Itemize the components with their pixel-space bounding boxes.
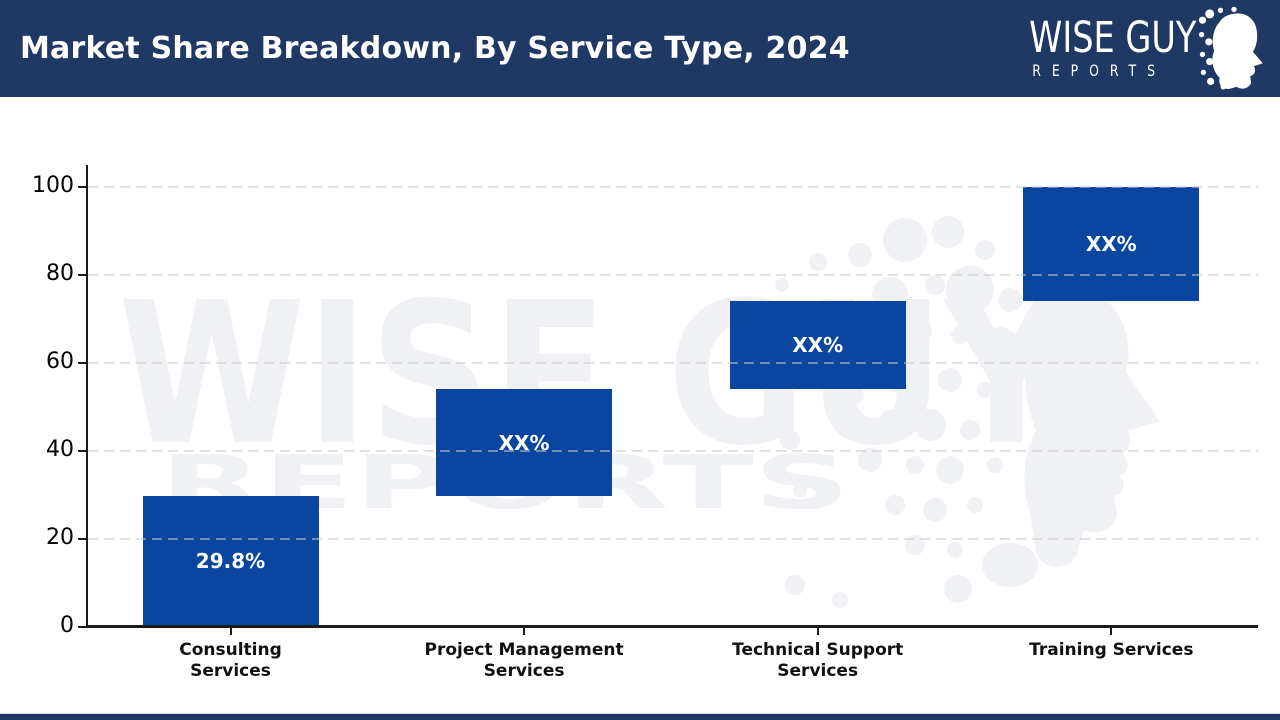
- y-tick-label: 60: [46, 349, 74, 374]
- x-category-label-line: Training Services: [1029, 640, 1194, 660]
- x-axis-line: [87, 625, 1258, 628]
- y-tick-label: 80: [46, 261, 74, 286]
- bar-value-label: 29.8%: [195, 549, 266, 574]
- y-tick-mark: [78, 626, 86, 628]
- x-category-label: Consulting Services: [91, 640, 371, 682]
- y-tick-mark: [78, 538, 86, 540]
- x-tick-mark: [523, 627, 526, 635]
- x-category-label-line: Services: [483, 661, 565, 681]
- y-axis-line: [86, 165, 88, 628]
- bar-value-label: XX%: [1085, 232, 1137, 257]
- logo-face-icon: [1198, 7, 1263, 90]
- y-tick-mark: [78, 274, 86, 276]
- logo-subtext: REPORTS: [1031, 61, 1166, 80]
- y-tick-label: 100: [32, 173, 74, 198]
- y-tick-mark: [78, 186, 86, 188]
- bar-value-label: XX%: [792, 333, 844, 358]
- x-tick-mark: [229, 627, 232, 635]
- gridline: [88, 274, 1258, 276]
- y-tick-label: 0: [60, 613, 74, 638]
- x-category-label-line: Consulting: [179, 640, 282, 660]
- x-tick-mark: [816, 627, 819, 635]
- x-category-label: Training Services: [971, 640, 1251, 661]
- y-tick-label: 40: [46, 437, 74, 462]
- chart-title: Market Share Breakdown, By Service Type,…: [20, 31, 850, 66]
- x-category-label-line: Technical Support: [732, 640, 904, 660]
- x-category-label-line: Services: [190, 661, 271, 681]
- y-tick-label: 20: [46, 525, 74, 550]
- logo-wordmark: WISE GUY: [1028, 13, 1196, 63]
- bar-segment: XX%: [436, 389, 613, 496]
- brand-logo-text: WISE GUY REPORTS: [1028, 13, 1196, 81]
- chart-area: WISE GUY REPORTS: [0, 97, 1280, 714]
- gridline: [88, 186, 1258, 188]
- y-tick-mark: [78, 362, 86, 364]
- bar-segment: XX%: [1023, 187, 1200, 302]
- y-tick-mark: [78, 450, 86, 452]
- x-category-label-line: Services: [777, 661, 859, 681]
- watermark-face-profile: [1024, 290, 1160, 567]
- footer-bar: [0, 713, 1280, 720]
- gridline: [88, 450, 1258, 452]
- brand-logo: WISE GUY REPORTS: [982, 6, 1270, 92]
- bar-segment: XX%: [729, 301, 906, 390]
- x-category-label-line: Project Management: [424, 640, 624, 660]
- gridline: [88, 538, 1258, 540]
- x-tick-mark: [1110, 627, 1113, 635]
- x-category-label: Technical Support Services: [678, 640, 958, 682]
- header-bar: Market Share Breakdown, By Service Type,…: [0, 0, 1280, 97]
- gridline: [88, 362, 1258, 364]
- bar-segment: 29.8%: [142, 495, 319, 627]
- x-category-label: Project Management Services: [384, 640, 664, 682]
